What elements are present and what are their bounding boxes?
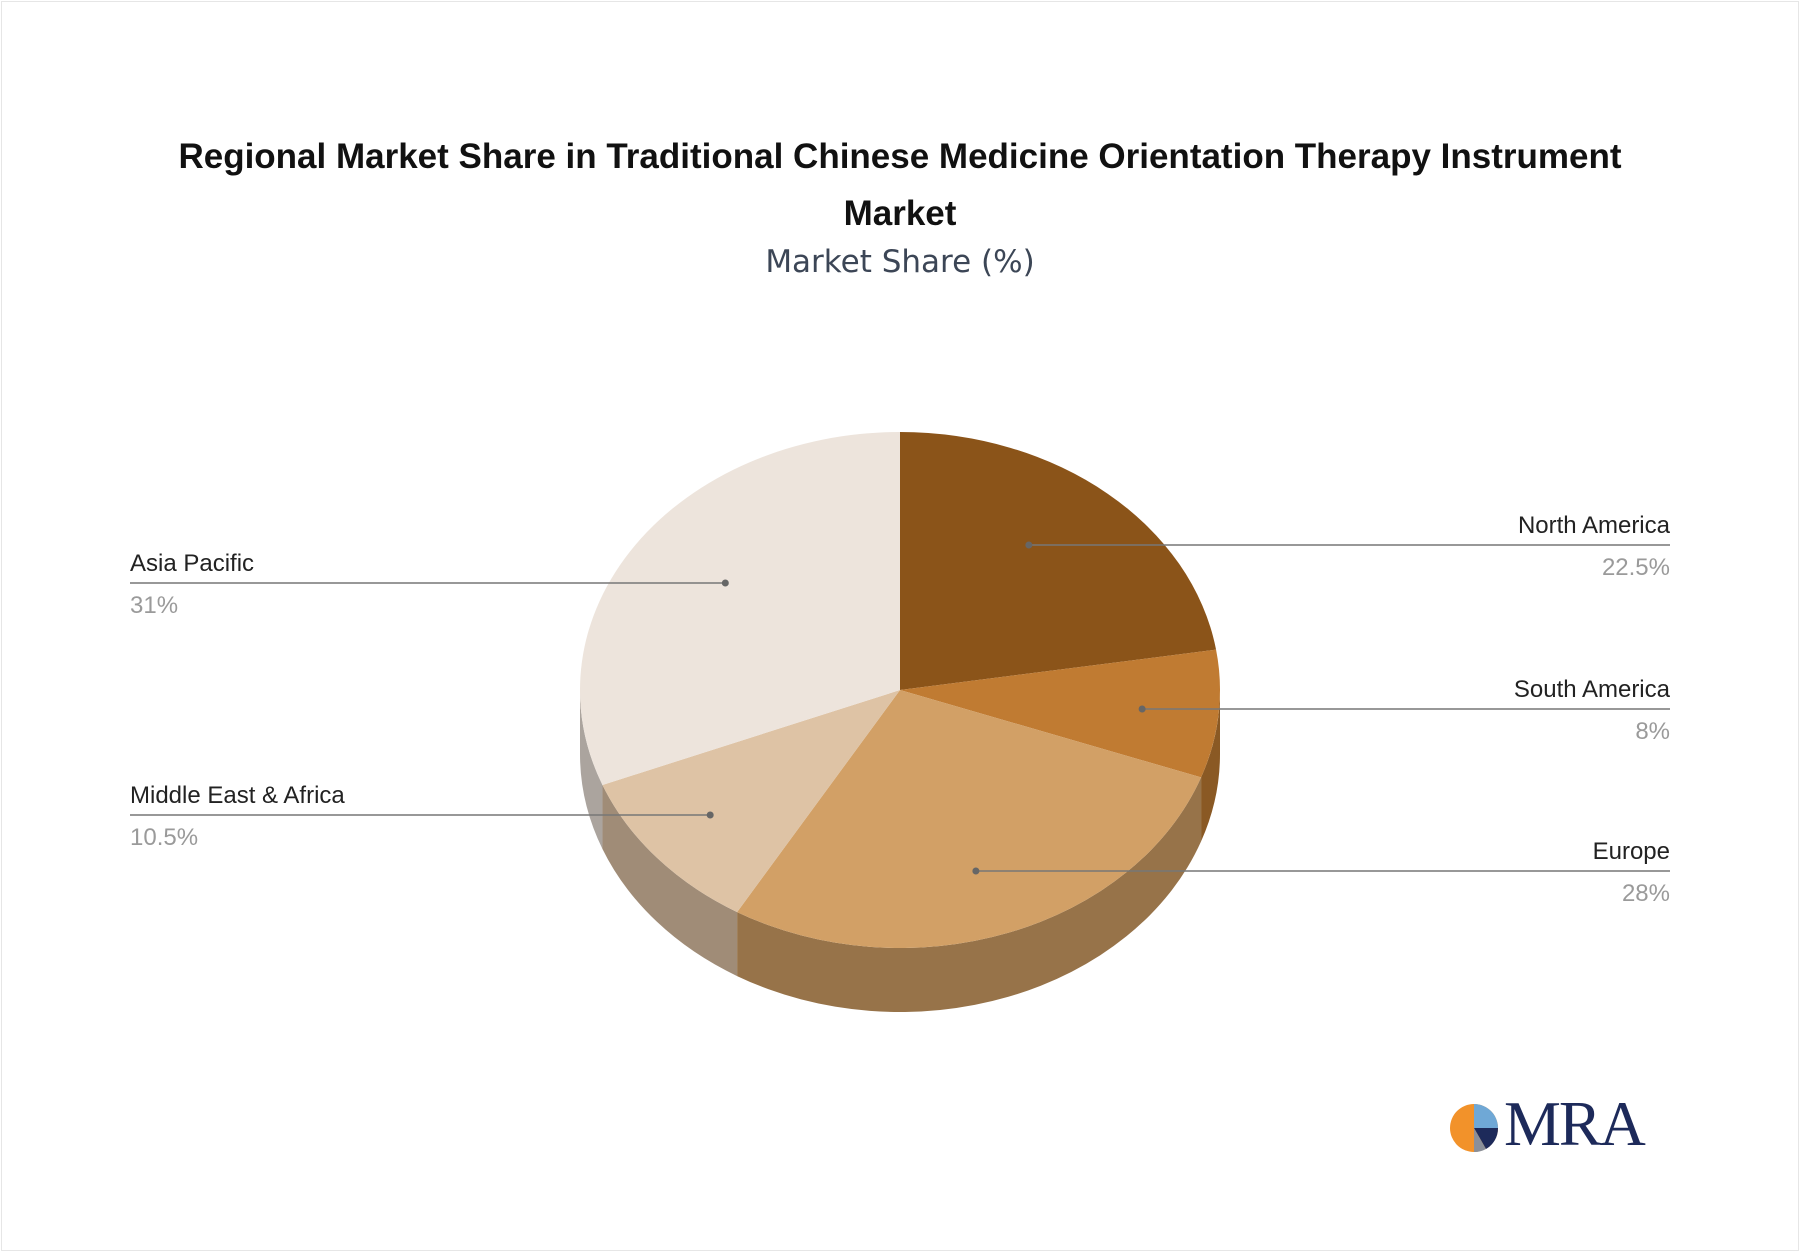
slice-value-south-america: 8% bbox=[1635, 718, 1670, 745]
pie-side-europe bbox=[737, 777, 1202, 1012]
slice-label-middle-east-africa: Middle East & Africa bbox=[130, 782, 345, 809]
pie-top bbox=[579, 432, 1220, 949]
pie-labels: North America 22.5% South America 8% Europe 2… bbox=[130, 512, 1671, 907]
slice-label-south-america: South America bbox=[1514, 676, 1671, 703]
pie-slice-middle-east-africa[interactable] bbox=[602, 690, 900, 913]
mra-logo: MRA bbox=[1448, 1092, 1646, 1158]
leader-dot-middle-east-africa bbox=[706, 811, 714, 819]
pie-depth bbox=[580, 690, 1220, 1012]
slice-label-north-america: North America bbox=[1518, 512, 1671, 539]
chart-title: Regional Market Share in Traditional Chi… bbox=[178, 137, 1622, 233]
slice-value-middle-east-africa: 10.5% bbox=[130, 824, 198, 851]
leader-dot-north-america bbox=[1025, 541, 1033, 549]
pie-slice-south-america[interactable] bbox=[900, 649, 1220, 778]
leader-dot-europe bbox=[972, 867, 980, 875]
pie-side-middle-east-africa bbox=[602, 784, 738, 977]
chart-subtitle: Market Share (%) bbox=[765, 244, 1035, 280]
slice-value-asia-pacific: 31% bbox=[130, 592, 178, 619]
mra-logo-icon bbox=[1450, 1104, 1499, 1153]
slice-label-asia-pacific: Asia Pacific bbox=[130, 550, 254, 577]
pie-side-south-america bbox=[1201, 690, 1220, 842]
slice-label-europe: Europe bbox=[1593, 838, 1670, 865]
pie-slice-asia-pacific[interactable] bbox=[579, 432, 900, 785]
slice-value-north-america: 22.5% bbox=[1602, 554, 1670, 581]
pie-slice-north-america[interactable] bbox=[900, 432, 1217, 690]
pie-slice-europe[interactable] bbox=[737, 690, 1202, 949]
leader-dot-south-america bbox=[1138, 705, 1146, 713]
pie-side-asia-pacific bbox=[580, 690, 603, 849]
slice-value-europe: 28% bbox=[1622, 880, 1670, 907]
mra-logo-text: MRA bbox=[1504, 1088, 1646, 1159]
leader-dot-asia-pacific bbox=[721, 579, 729, 587]
